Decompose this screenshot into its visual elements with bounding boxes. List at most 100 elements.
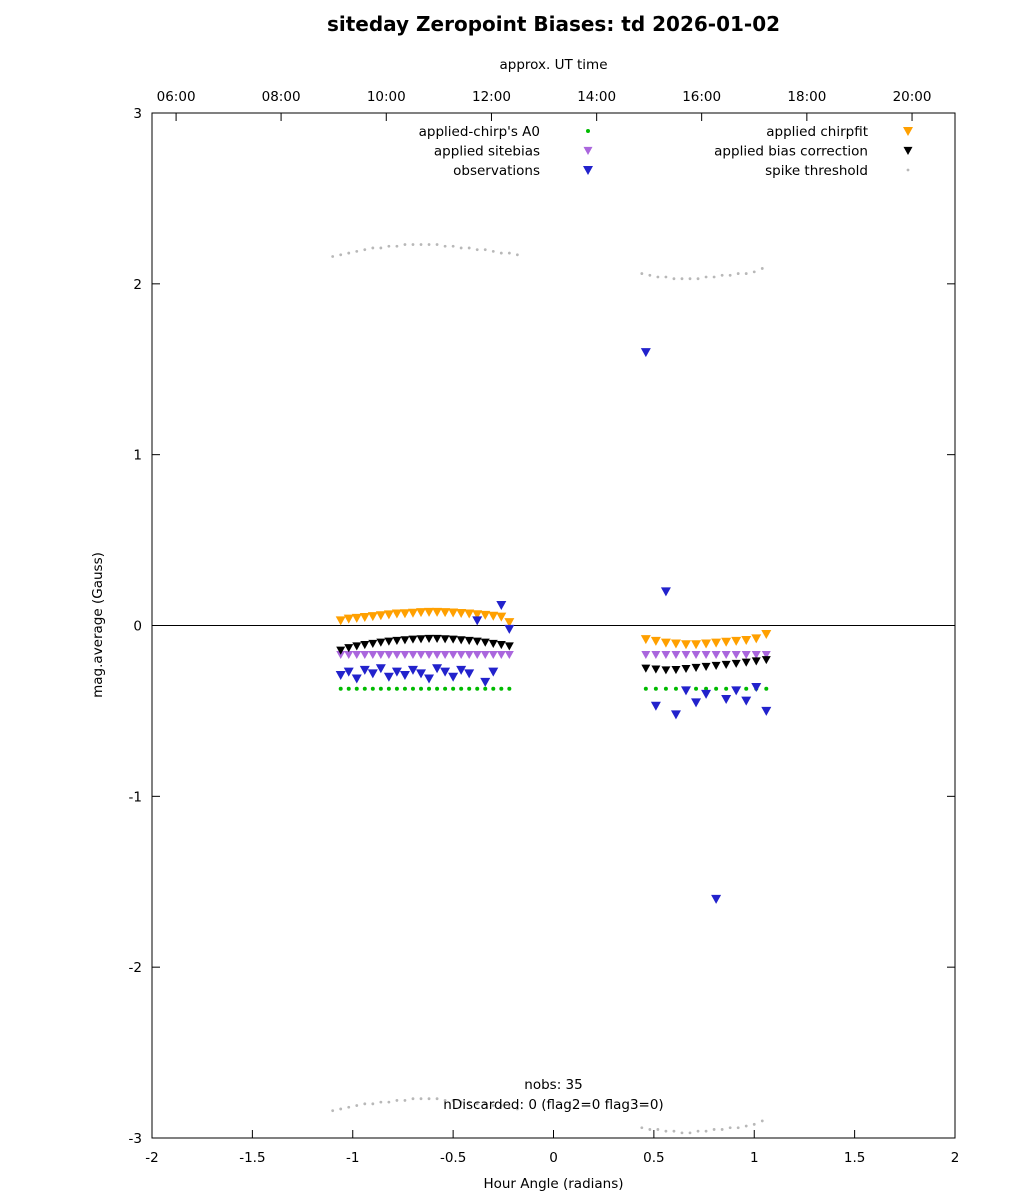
data-point bbox=[731, 650, 741, 660]
data-point bbox=[751, 657, 761, 666]
x-tick-label: 0.5 bbox=[643, 1150, 664, 1166]
data-point bbox=[680, 640, 691, 650]
data-point bbox=[660, 587, 671, 597]
data-point bbox=[672, 277, 676, 281]
data-point bbox=[416, 669, 427, 679]
data-point bbox=[704, 275, 708, 279]
data-point bbox=[403, 1099, 407, 1102]
x-tick-label: -2 bbox=[145, 1150, 158, 1166]
legend-label-applied-chirp-s-a0: applied-chirp's A0 bbox=[419, 124, 540, 140]
data-point bbox=[408, 635, 418, 644]
data-point bbox=[467, 246, 471, 250]
data-point bbox=[496, 601, 507, 610]
data-point bbox=[483, 248, 487, 252]
data-point bbox=[728, 273, 732, 277]
data-point bbox=[671, 665, 681, 675]
nobs-annotation: nobs: 35 bbox=[524, 1077, 583, 1093]
x-tick-label: 1 bbox=[750, 1150, 759, 1166]
data-point bbox=[411, 1097, 415, 1101]
data-point bbox=[378, 686, 383, 691]
data-point bbox=[515, 253, 519, 257]
data-point bbox=[448, 672, 459, 682]
data-point bbox=[491, 249, 495, 253]
data-point bbox=[336, 646, 346, 655]
data-point bbox=[443, 686, 448, 691]
data-point bbox=[395, 1099, 399, 1102]
x2-tick-label: 12:00 bbox=[472, 89, 511, 105]
y-tick-label: 3 bbox=[133, 106, 142, 122]
data-point bbox=[660, 638, 671, 648]
data-point bbox=[475, 1102, 479, 1106]
data-point bbox=[391, 609, 402, 619]
data-point bbox=[383, 610, 394, 620]
data-point bbox=[346, 686, 351, 691]
data-point bbox=[419, 243, 423, 246]
data-point bbox=[741, 696, 752, 706]
data-point bbox=[424, 607, 435, 617]
data-point bbox=[456, 665, 467, 675]
data-point bbox=[694, 686, 699, 691]
data-point bbox=[352, 642, 362, 651]
data-point bbox=[488, 667, 499, 677]
x2-tick-label: 08:00 bbox=[262, 89, 301, 105]
data-point bbox=[347, 1105, 351, 1109]
data-point bbox=[903, 127, 913, 136]
data-point bbox=[416, 608, 427, 618]
data-point bbox=[681, 664, 691, 674]
y-tick-label: 2 bbox=[133, 277, 142, 293]
data-point bbox=[344, 650, 354, 660]
data-point bbox=[736, 1126, 740, 1130]
data-point bbox=[656, 1128, 660, 1131]
data-point bbox=[370, 686, 375, 691]
data-point bbox=[427, 243, 431, 246]
data-point bbox=[711, 638, 722, 648]
data-point bbox=[432, 634, 442, 643]
x-tick-label: 2 bbox=[951, 1150, 960, 1166]
chart-title: siteday Zeropoint Biases: td 2026-01-02 bbox=[326, 12, 781, 36]
data-point bbox=[656, 275, 660, 279]
data-point bbox=[483, 1102, 487, 1106]
data-point bbox=[691, 663, 701, 673]
data-point bbox=[363, 1102, 367, 1106]
data-point bbox=[459, 1100, 463, 1104]
data-point bbox=[643, 686, 648, 691]
data-point bbox=[764, 686, 769, 691]
data-point bbox=[483, 686, 488, 691]
legend-marker-observations bbox=[583, 166, 593, 175]
data-point bbox=[336, 650, 346, 660]
data-point bbox=[379, 1100, 383, 1104]
data-point bbox=[359, 612, 370, 622]
data-point bbox=[721, 660, 731, 669]
data-point bbox=[680, 686, 691, 696]
data-point bbox=[761, 630, 772, 640]
data-point bbox=[903, 146, 913, 155]
x2-tick-label: 18:00 bbox=[787, 89, 826, 105]
data-point bbox=[711, 650, 721, 660]
data-point bbox=[386, 686, 391, 691]
data-point bbox=[355, 1104, 359, 1107]
data-point bbox=[691, 640, 702, 650]
data-point bbox=[680, 277, 684, 281]
data-point bbox=[363, 248, 367, 252]
data-point bbox=[384, 650, 394, 660]
data-point bbox=[427, 686, 432, 691]
data-point bbox=[671, 650, 681, 660]
data-point bbox=[394, 686, 399, 691]
data-point bbox=[448, 650, 458, 660]
legend-label-spike-threshold: spike threshold bbox=[765, 163, 868, 179]
data-point bbox=[744, 1124, 748, 1128]
data-point bbox=[507, 1105, 511, 1109]
data-point bbox=[392, 650, 402, 660]
data-point bbox=[376, 650, 386, 660]
data-point bbox=[472, 650, 482, 660]
data-point bbox=[371, 246, 375, 250]
data-point bbox=[670, 710, 681, 720]
data-point bbox=[343, 614, 354, 624]
data-point bbox=[416, 650, 426, 660]
top-axis-label: approx. UT time bbox=[499, 57, 608, 73]
data-point bbox=[761, 656, 771, 665]
data-point bbox=[720, 273, 724, 277]
data-point bbox=[480, 650, 490, 660]
data-point bbox=[661, 650, 671, 660]
